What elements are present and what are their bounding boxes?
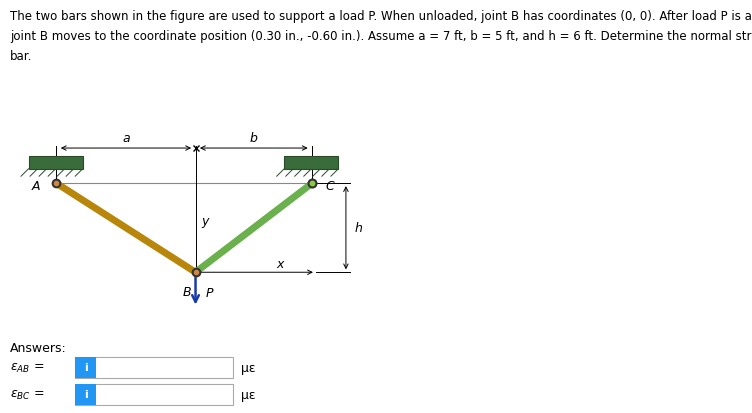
Text: h: h — [355, 222, 362, 235]
Text: $\varepsilon_{AB}$ =: $\varepsilon_{AB}$ = — [10, 361, 44, 374]
FancyBboxPatch shape — [75, 384, 233, 405]
Text: B: B — [182, 285, 191, 298]
Text: P: P — [206, 287, 214, 299]
Text: Answers:: Answers: — [10, 341, 66, 354]
Text: a: a — [122, 132, 130, 145]
Bar — [29, 157, 83, 169]
Text: A: A — [32, 179, 40, 192]
FancyBboxPatch shape — [75, 357, 233, 378]
Text: joint B moves to the coordinate position (0.30 in., -0.60 in.). Assume a = 7 ft,: joint B moves to the coordinate position… — [10, 30, 752, 43]
Text: $\varepsilon_{BC}$ =: $\varepsilon_{BC}$ = — [10, 388, 44, 401]
Text: b: b — [250, 132, 258, 145]
FancyBboxPatch shape — [75, 357, 96, 378]
Text: i: i — [84, 363, 87, 373]
FancyBboxPatch shape — [75, 384, 96, 405]
Text: με: με — [241, 388, 255, 401]
Text: The two bars shown in the figure are used to support a load P. When unloaded, jo: The two bars shown in the figure are use… — [10, 10, 752, 23]
Text: bar.: bar. — [10, 50, 32, 63]
Text: C: C — [326, 179, 335, 192]
Text: με: με — [241, 361, 255, 374]
Text: y: y — [202, 214, 209, 227]
Bar — [284, 157, 338, 169]
Text: i: i — [84, 389, 87, 399]
Text: x: x — [277, 258, 284, 271]
